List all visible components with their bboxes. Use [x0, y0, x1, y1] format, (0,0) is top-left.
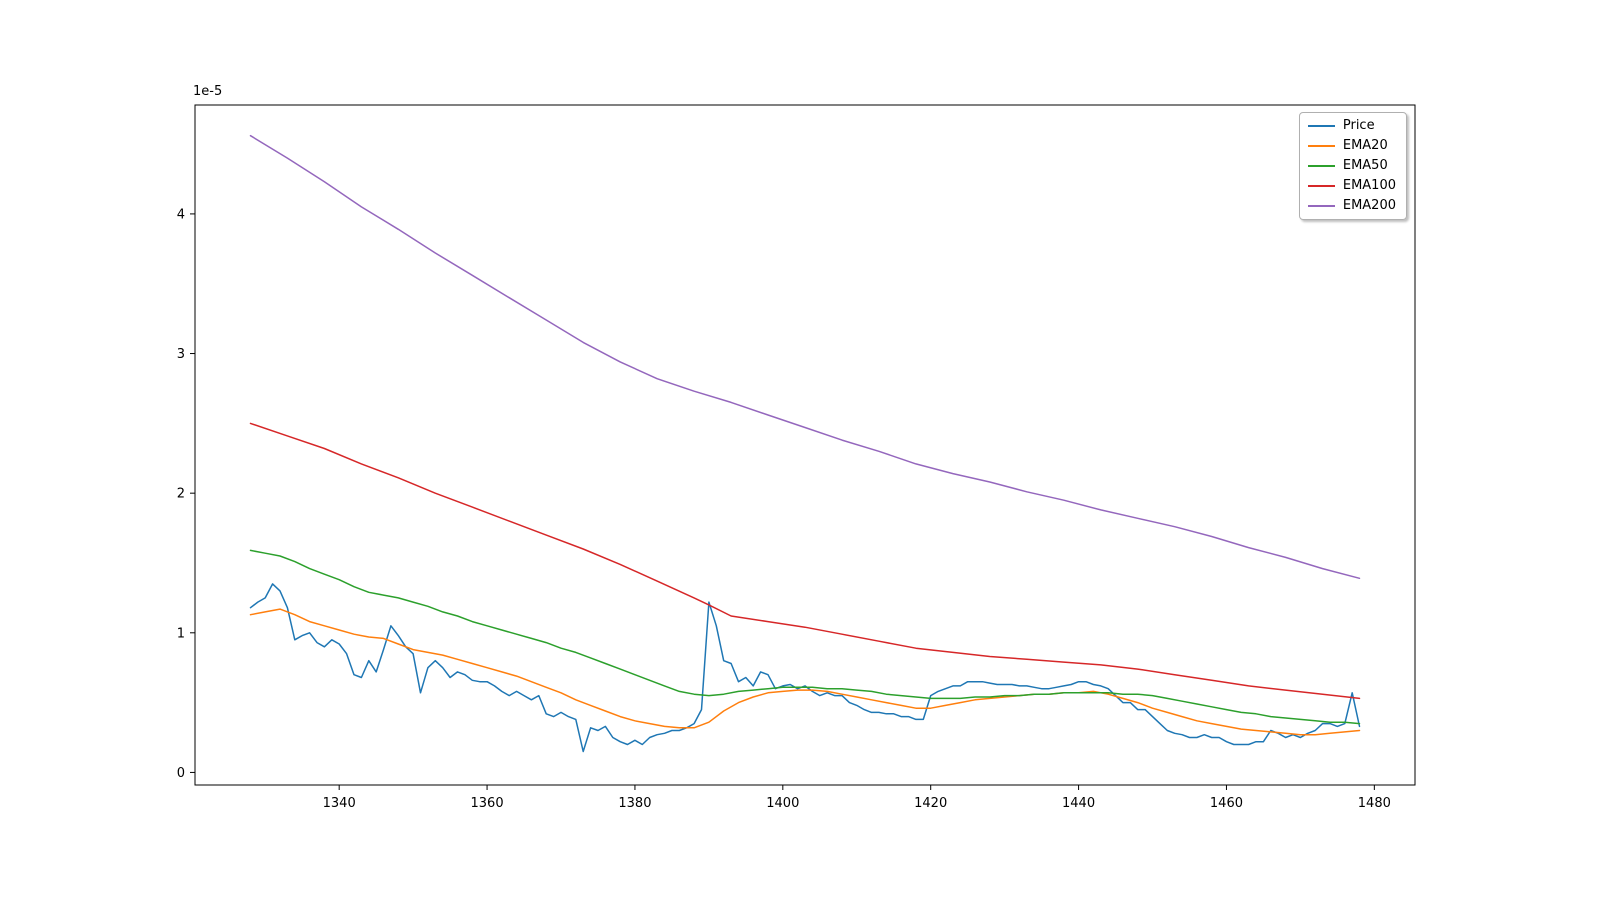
legend-line-sample [1307, 165, 1335, 167]
legend-label: EMA100 [1342, 178, 1396, 193]
legend-item-ema20: EMA20 [1307, 138, 1396, 154]
x-tick-label: 1480 [1358, 796, 1391, 811]
y-tick-label: 4 [177, 207, 185, 222]
series-line-ema100 [249, 422, 1361, 700]
x-tick-label: 1420 [914, 796, 947, 811]
legend-line-sample [1307, 145, 1335, 147]
y-tick-label: 1 [177, 626, 185, 641]
axes-spines [194, 104, 1416, 786]
legend-line-sample [1307, 205, 1335, 207]
legend-label: EMA20 [1342, 138, 1388, 153]
x-tick-label: 1340 [323, 796, 356, 811]
series-line-ema200 [249, 134, 1361, 580]
legend-item-ema50: EMA50 [1307, 158, 1396, 174]
legend-line-sample [1307, 185, 1335, 187]
x-tick-label: 1380 [618, 796, 651, 811]
legend-item-price: Price [1307, 118, 1396, 134]
y-axis-offset-label: 1e-5 [193, 84, 223, 99]
legend: Price EMA20 EMA50 EMA100 EMA200 [1298, 112, 1407, 220]
y-tick-label: 2 [177, 487, 185, 502]
y-tick-label: 3 [177, 347, 185, 362]
x-tick-label: 1400 [766, 796, 799, 811]
series-line-ema20 [249, 608, 1361, 736]
series-line-price [249, 583, 1361, 753]
x-tick-label: 1440 [1062, 796, 1095, 811]
legend-label: EMA50 [1342, 158, 1388, 173]
series-line-ema50 [249, 549, 1361, 725]
legend-label: EMA200 [1342, 198, 1396, 213]
legend-line-sample [1307, 125, 1335, 127]
legend-item-ema100: EMA100 [1307, 178, 1396, 194]
x-tick-label: 1460 [1210, 796, 1243, 811]
legend-label: Price [1342, 118, 1375, 133]
legend-item-ema200: EMA200 [1307, 198, 1396, 214]
y-tick-label: 0 [177, 766, 185, 781]
x-tick-label: 1360 [471, 796, 504, 811]
